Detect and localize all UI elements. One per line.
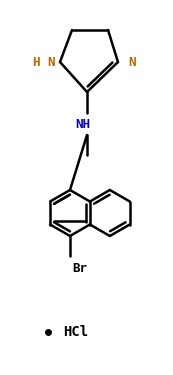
Text: NH: NH xyxy=(75,117,90,130)
Text: H N: H N xyxy=(33,56,55,69)
Text: Br: Br xyxy=(72,261,88,274)
Text: N: N xyxy=(128,56,136,69)
Text: HCl: HCl xyxy=(63,325,89,339)
